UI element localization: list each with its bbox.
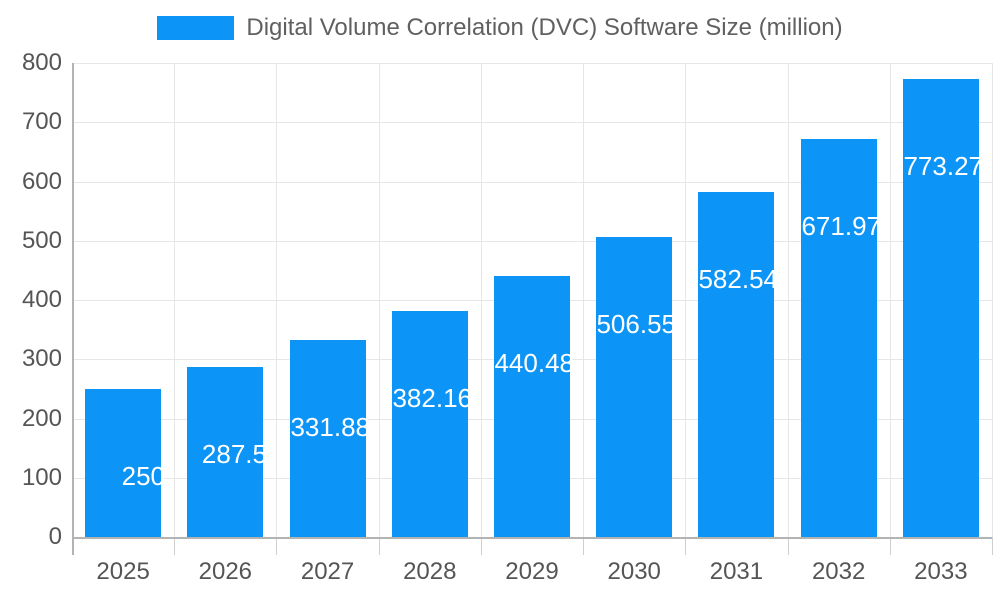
bar-value-label: 671.97	[801, 210, 881, 241]
bar-value-label: 773.27	[903, 150, 983, 181]
bar-value-label: 287.5	[201, 438, 267, 469]
gridline-horizontal	[72, 181, 992, 183]
gridline-vertical	[583, 63, 584, 537]
bar[interactable]	[596, 236, 672, 537]
chart-legend: Digital Volume Correlation (DVC) Softwar…	[0, 0, 1000, 56]
x-axis-tick-label: 2032	[811, 558, 866, 585]
x-axis-tick-label: 2025	[96, 558, 150, 585]
y-axis-tick-label: 500	[21, 226, 62, 254]
x-axis-tick-label: 2031	[709, 558, 764, 585]
bar-value-label: 440.48	[494, 348, 574, 378]
legend-item-label: Digital Volume Correlation (DVC) Softwar…	[246, 14, 843, 41]
gridline-horizontal	[72, 240, 992, 242]
x-axis-tick-mark	[174, 537, 175, 555]
gridline-vertical	[788, 63, 789, 537]
bar[interactable]	[903, 78, 979, 537]
x-axis-tick-mark	[583, 537, 584, 555]
y-axis-tick-label: 800	[21, 49, 62, 76]
bar[interactable]	[494, 276, 570, 537]
x-axis-tick-mark	[890, 537, 891, 555]
y-axis-tick-label: 400	[21, 286, 62, 313]
y-axis-tick-label: 700	[21, 108, 62, 136]
gridline-vertical	[685, 63, 686, 537]
y-axis-tick-label: 300	[21, 345, 62, 373]
gridline-horizontal	[72, 122, 992, 124]
y-axis-tick-label: 0	[48, 523, 62, 550]
bar[interactable]	[187, 366, 263, 537]
x-axis-tick-label: 2030	[607, 558, 661, 585]
x-axis-tick-mark	[379, 537, 380, 555]
y-axis-tick-label: 600	[21, 167, 62, 195]
y-axis-tick-labels: 0 100 200 300 400 500 600 700 800	[0, 0, 62, 600]
gridline-vertical	[481, 63, 482, 537]
gridline-vertical	[174, 63, 175, 537]
bar-value-label: 506.55	[596, 308, 676, 339]
plot-area: 250 287.5 331.88 382.16 440.48 506.55 582.54 67…	[72, 63, 993, 555]
y-axis-tick-label: 200	[21, 404, 62, 432]
gridline-vertical	[276, 63, 277, 537]
gridline-vertical	[992, 63, 993, 537]
bar[interactable]	[392, 310, 468, 537]
gridline-horizontal	[72, 63, 992, 64]
x-axis-tick-mark	[788, 537, 789, 555]
bar-value-label: 382.16	[392, 382, 472, 413]
y-axis-tick-label: 100	[21, 463, 62, 491]
x-axis-tick-label: 2028	[403, 558, 457, 585]
bar[interactable]	[698, 191, 774, 537]
legend-item[interactable]: Digital Volume Correlation (DVC) Softwar…	[157, 14, 843, 41]
x-axis-tick-mark	[685, 537, 686, 555]
x-axis-tick-label: 2027	[300, 558, 355, 585]
x-axis-tick-mark	[276, 537, 277, 555]
bar-value-label: 582.54	[698, 263, 778, 294]
bar[interactable]	[85, 388, 161, 537]
x-axis-tick-mark	[992, 537, 993, 555]
x-axis-tick-mark	[481, 537, 482, 555]
gridline-vertical	[379, 63, 380, 537]
y-axis-line	[72, 63, 74, 555]
x-axis-tick-label: 2033	[914, 558, 968, 585]
x-axis-line	[72, 537, 992, 539]
legend-color-swatch	[157, 16, 235, 40]
x-axis-tick-label: 2029	[505, 558, 559, 585]
bar[interactable]	[801, 138, 877, 537]
gridline-vertical	[890, 63, 891, 537]
bar-value-label: 331.88	[290, 412, 370, 443]
x-axis-tick-label: 2026	[198, 558, 253, 585]
bar-value-label: 250	[121, 460, 165, 491]
bar[interactable]	[290, 340, 366, 537]
